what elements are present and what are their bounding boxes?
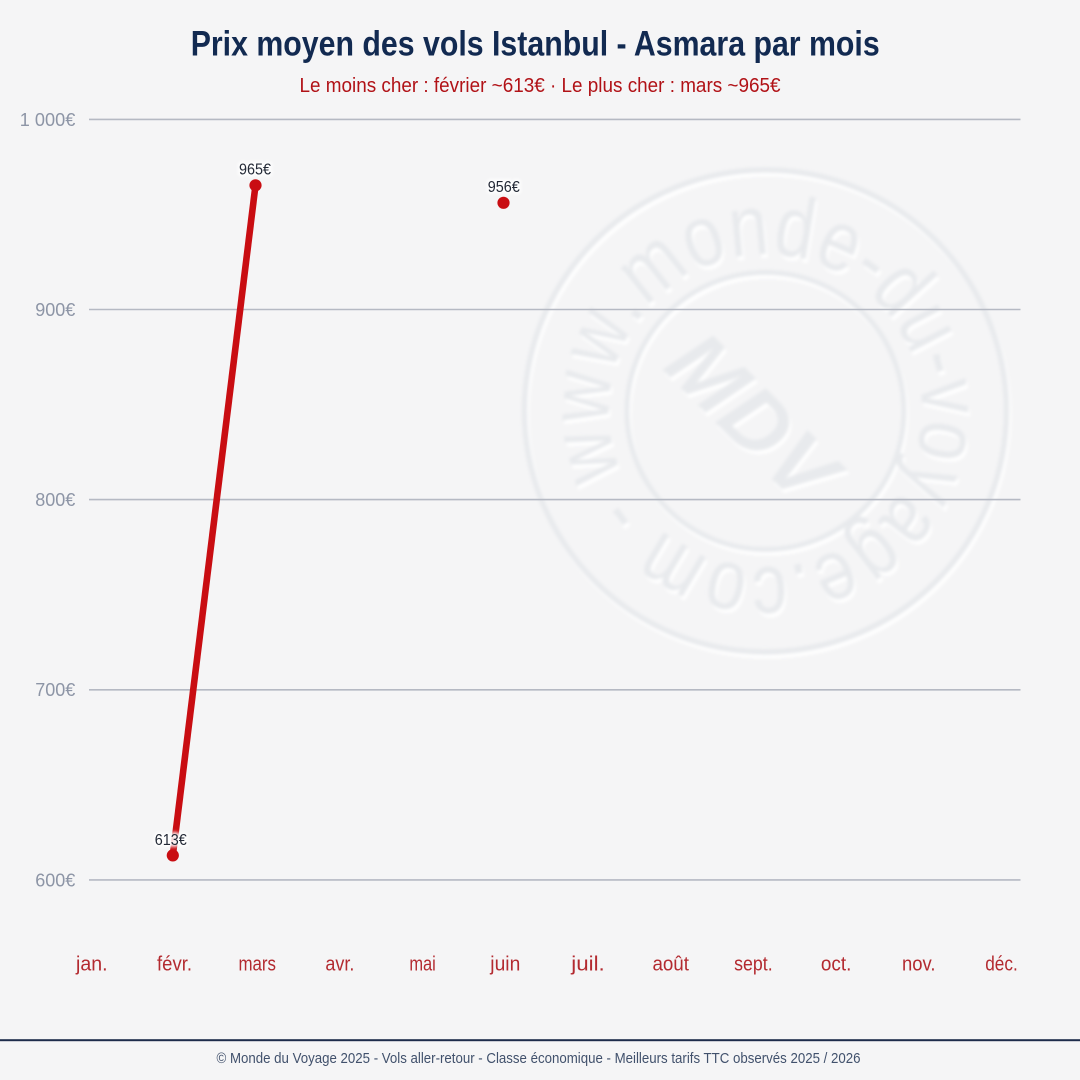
svg-text:613€: 613€ bbox=[155, 832, 187, 849]
svg-text:n: n bbox=[726, 180, 774, 279]
svg-text:700€: 700€ bbox=[35, 680, 75, 700]
svg-text:déc.: déc. bbox=[985, 954, 1018, 976]
svg-text:n: n bbox=[724, 176, 772, 275]
svg-text:© Monde du Voyage 2025 - Vols: © Monde du Voyage 2025 - Vols aller-reto… bbox=[217, 1050, 861, 1067]
svg-text:févr.: févr. bbox=[157, 954, 192, 976]
svg-text:juin: juin bbox=[489, 954, 520, 976]
svg-text:c: c bbox=[751, 548, 789, 645]
svg-text:c: c bbox=[753, 552, 791, 649]
svg-text:oct.: oct. bbox=[821, 954, 852, 976]
svg-text:mai: mai bbox=[409, 954, 436, 976]
svg-text:jan.: jan. bbox=[75, 954, 107, 976]
svg-text:w: w bbox=[532, 371, 632, 430]
svg-text:v: v bbox=[902, 375, 1001, 418]
svg-text:800€: 800€ bbox=[35, 490, 75, 510]
svg-text:mars: mars bbox=[238, 954, 276, 976]
svg-text:v: v bbox=[904, 379, 1003, 422]
svg-text:613€: 613€ bbox=[155, 832, 187, 849]
svg-text:965€: 965€ bbox=[239, 162, 271, 179]
svg-text:900€: 900€ bbox=[35, 300, 75, 320]
svg-text:1 000€: 1 000€ bbox=[20, 110, 76, 130]
svg-text:nov.: nov. bbox=[902, 954, 936, 976]
svg-text:956€: 956€ bbox=[488, 179, 520, 196]
svg-text:sept.: sept. bbox=[734, 954, 773, 976]
svg-text:juil.: juil. bbox=[570, 954, 605, 976]
svg-text:Prix moyen des vols Istanbul -: Prix moyen des vols Istanbul - Asmara pa… bbox=[191, 24, 880, 63]
svg-text:août: août bbox=[652, 954, 689, 976]
svg-text:Le moins cher : février ~613€: Le moins cher : février ~613€ · Le plus … bbox=[300, 75, 781, 97]
svg-text:600€: 600€ bbox=[35, 870, 75, 890]
svg-text:w: w bbox=[530, 367, 630, 426]
svg-text:avr.: avr. bbox=[325, 954, 354, 976]
svg-text:965€: 965€ bbox=[239, 162, 271, 179]
svg-text:956€: 956€ bbox=[488, 179, 520, 196]
